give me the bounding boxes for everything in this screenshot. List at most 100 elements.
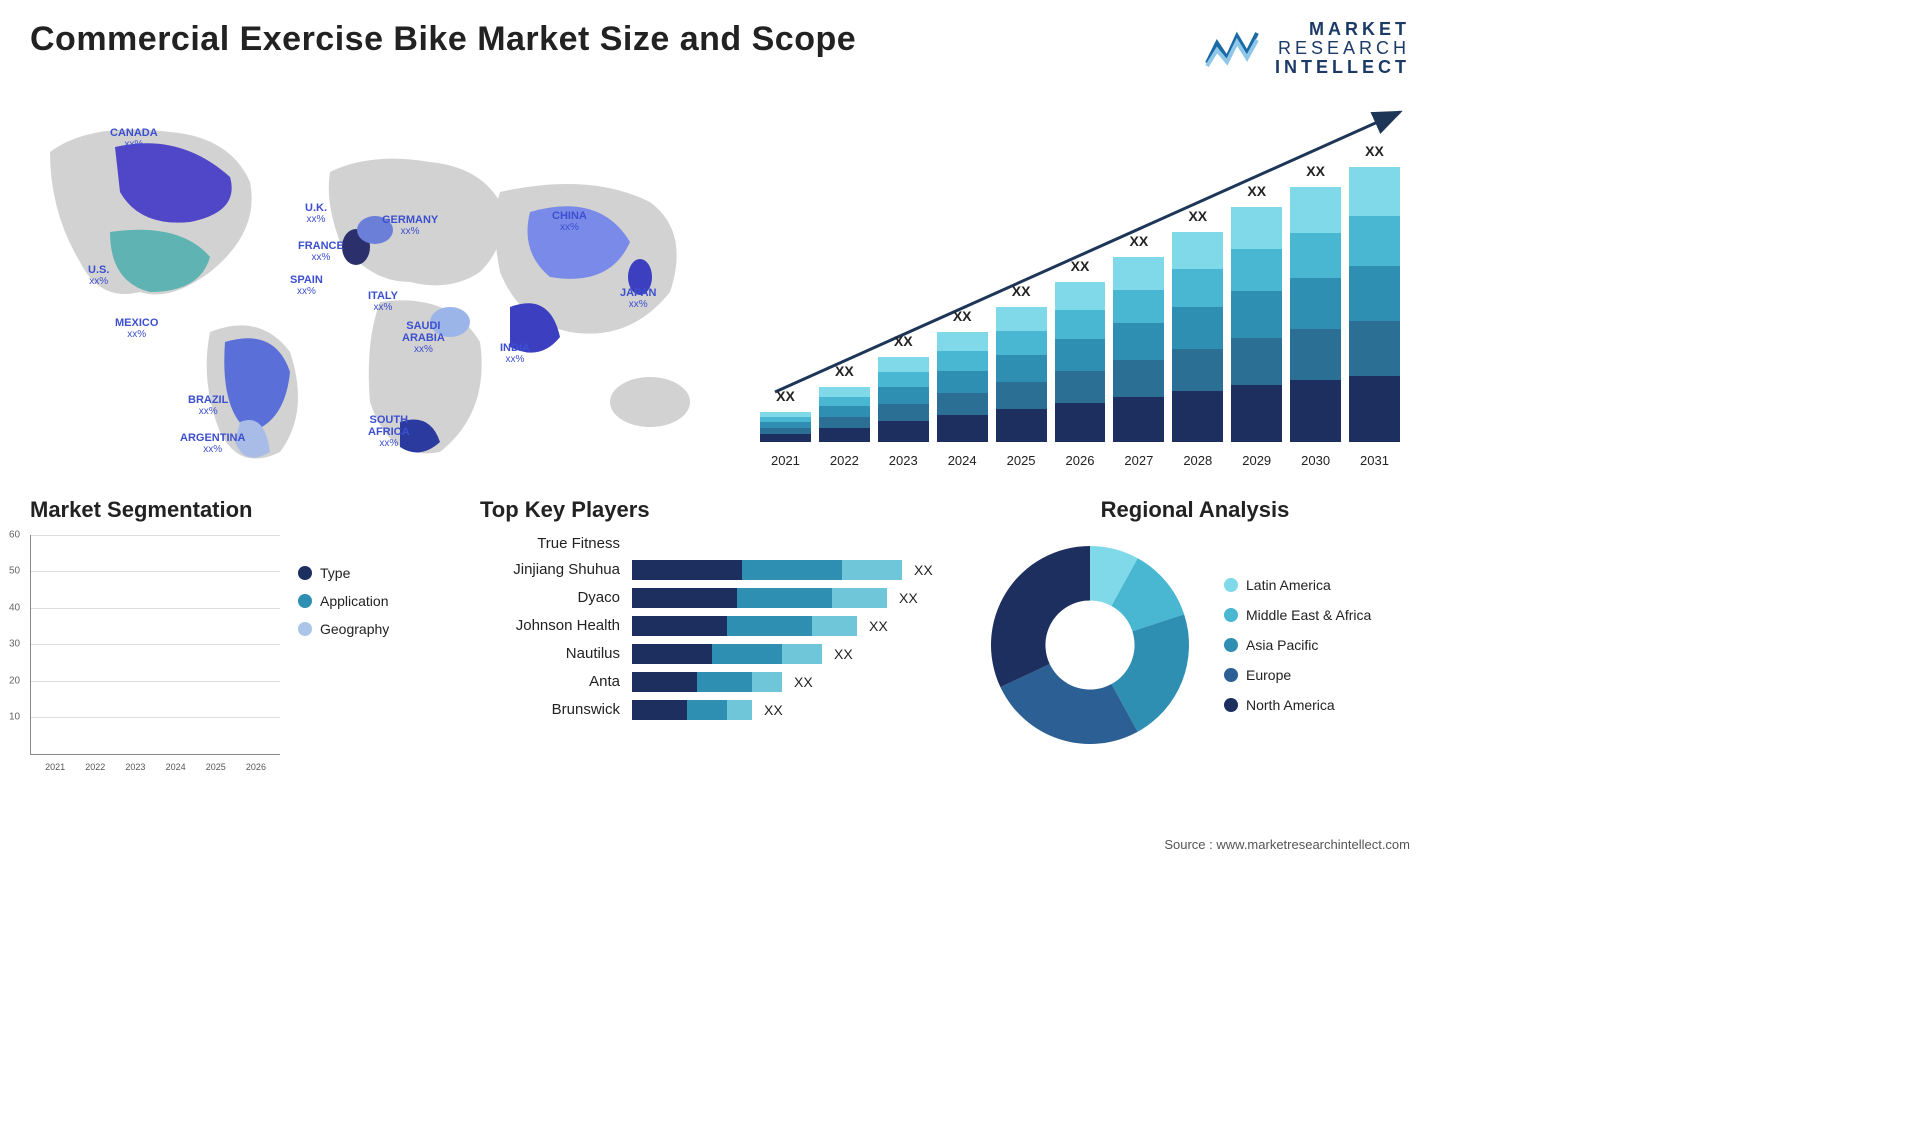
logo-icon bbox=[1205, 28, 1265, 68]
growth-year-label: 2024 bbox=[937, 453, 988, 468]
keyplayer-value: XX bbox=[794, 674, 813, 690]
brand-logo: MARKET RESEARCH INTELLECT bbox=[1205, 20, 1410, 77]
keyplayer-value: XX bbox=[834, 646, 853, 662]
growth-bar: XX bbox=[996, 307, 1047, 442]
keyplayer-row: Johnson Health XX bbox=[480, 616, 950, 636]
world-map: CANADAxx% U.S.xx% MEXICOxx% BRAZILxx% ARGENT… bbox=[30, 92, 710, 472]
keyplayer-name: Nautilus bbox=[480, 645, 620, 662]
logo-line2: RESEARCH bbox=[1275, 39, 1410, 58]
keyplayer-bar bbox=[632, 616, 857, 636]
keyplayer-row: Brunswick XX bbox=[480, 700, 950, 720]
segmentation-chart: 202120222023202420252026 102030405060 bbox=[30, 535, 280, 755]
map-label: BRAZILxx% bbox=[188, 394, 228, 417]
growth-year-label: 2030 bbox=[1290, 453, 1341, 468]
bar-value-label: XX bbox=[996, 283, 1047, 299]
map-label: SAUDIARABIAxx% bbox=[402, 320, 445, 355]
map-label: JAPANxx% bbox=[620, 287, 656, 310]
keyplayer-value: XX bbox=[869, 618, 888, 634]
map-label: U.S.xx% bbox=[88, 264, 109, 287]
keyplayer-bar bbox=[632, 672, 782, 692]
keyplayer-name: Dyaco bbox=[480, 589, 620, 606]
keyplayer-name: Jinjiang Shuhua bbox=[480, 561, 620, 578]
bar-value-label: XX bbox=[760, 388, 811, 404]
segmentation-title: Market Segmentation bbox=[30, 497, 450, 523]
growth-year-label: 2027 bbox=[1113, 453, 1164, 468]
growth-bar: XX bbox=[937, 332, 988, 442]
bar-value-label: XX bbox=[1113, 233, 1164, 249]
keyplayer-bar bbox=[632, 588, 887, 608]
legend-item: Asia Pacific bbox=[1224, 637, 1371, 653]
map-label: MEXICOxx% bbox=[115, 317, 158, 340]
growth-chart: XXXXXXXXXXXXXXXXXXXXXX 20212022202320242… bbox=[750, 92, 1410, 472]
legend-item: North America bbox=[1224, 697, 1371, 713]
map-label: ARGENTINAxx% bbox=[180, 432, 245, 455]
growth-bar: XX bbox=[819, 387, 870, 442]
map-label: SPAINxx% bbox=[290, 274, 323, 297]
keyplayer-name: Brunswick bbox=[480, 701, 620, 718]
bar-value-label: XX bbox=[819, 363, 870, 379]
growth-bar: XX bbox=[1172, 232, 1223, 442]
keyplayer-bar bbox=[632, 560, 902, 580]
bar-value-label: XX bbox=[1172, 208, 1223, 224]
keyplayer-bar bbox=[632, 700, 752, 720]
legend-item: Middle East & Africa bbox=[1224, 607, 1371, 623]
keyplayer-row: Jinjiang Shuhua XX bbox=[480, 560, 950, 580]
source-text: Source : www.marketresearchintellect.com bbox=[1164, 837, 1410, 852]
bar-value-label: XX bbox=[1231, 183, 1282, 199]
logo-line3: INTELLECT bbox=[1275, 58, 1410, 77]
legend-item: Latin America bbox=[1224, 577, 1371, 593]
segmentation-panel: Market Segmentation 20212022202320242025… bbox=[30, 497, 450, 777]
map-label: CANADAxx% bbox=[110, 127, 158, 150]
keyplayers-title: Top Key Players bbox=[480, 497, 950, 523]
keyplayer-name: True Fitness bbox=[480, 535, 620, 552]
map-label: FRANCExx% bbox=[298, 240, 344, 263]
map-label: GERMANYxx% bbox=[382, 214, 438, 237]
bar-value-label: XX bbox=[1349, 143, 1400, 159]
regional-legend: Latin America Middle East & Africa Asia Pa… bbox=[1224, 577, 1371, 713]
bar-value-label: XX bbox=[937, 308, 988, 324]
keyplayer-row: True Fitness bbox=[480, 535, 950, 552]
regional-panel: Regional Analysis Latin America Middle Ea… bbox=[980, 497, 1410, 777]
growth-bar: XX bbox=[1113, 257, 1164, 442]
keyplayer-name: Johnson Health bbox=[480, 617, 620, 634]
growth-bar: XX bbox=[760, 412, 811, 442]
legend-item: Geography bbox=[298, 621, 389, 637]
keyplayer-name: Anta bbox=[480, 673, 620, 690]
growth-year-label: 2021 bbox=[760, 453, 811, 468]
growth-year-label: 2029 bbox=[1231, 453, 1282, 468]
keyplayer-value: XX bbox=[914, 562, 933, 578]
growth-bar: XX bbox=[1290, 187, 1341, 442]
keyplayers-panel: Top Key Players True Fitness Jinjiang Shu… bbox=[480, 497, 950, 777]
keyplayer-row: Anta XX bbox=[480, 672, 950, 692]
bar-value-label: XX bbox=[1055, 258, 1106, 274]
keyplayer-value: XX bbox=[899, 590, 918, 606]
map-label: ITALYxx% bbox=[368, 290, 398, 313]
legend-item: Europe bbox=[1224, 667, 1371, 683]
map-label: CHINAxx% bbox=[552, 210, 587, 233]
bar-value-label: XX bbox=[878, 333, 929, 349]
growth-year-label: 2031 bbox=[1349, 453, 1400, 468]
keyplayer-value: XX bbox=[764, 702, 783, 718]
legend-item: Type bbox=[298, 565, 389, 581]
keyplayer-row: Nautilus XX bbox=[480, 644, 950, 664]
growth-year-label: 2028 bbox=[1172, 453, 1223, 468]
growth-year-label: 2022 bbox=[819, 453, 870, 468]
keyplayer-row: Dyaco XX bbox=[480, 588, 950, 608]
logo-line1: MARKET bbox=[1275, 20, 1410, 39]
segmentation-legend: Type Application Geography bbox=[298, 535, 389, 755]
growth-bar: XX bbox=[878, 357, 929, 442]
regional-title: Regional Analysis bbox=[980, 497, 1410, 523]
regional-donut bbox=[980, 535, 1200, 755]
map-label: SOUTHAFRICAxx% bbox=[368, 414, 410, 449]
bar-value-label: XX bbox=[1290, 163, 1341, 179]
map-label: INDIAxx% bbox=[500, 342, 530, 365]
keyplayer-bar bbox=[632, 644, 822, 664]
map-label: U.K.xx% bbox=[305, 202, 327, 225]
growth-bar: XX bbox=[1055, 282, 1106, 442]
growth-year-label: 2026 bbox=[1055, 453, 1106, 468]
page-title: Commercial Exercise Bike Market Size and… bbox=[30, 20, 856, 59]
growth-bar: XX bbox=[1231, 207, 1282, 442]
legend-item: Application bbox=[298, 593, 389, 609]
growth-year-label: 2023 bbox=[878, 453, 929, 468]
growth-year-label: 2025 bbox=[996, 453, 1047, 468]
